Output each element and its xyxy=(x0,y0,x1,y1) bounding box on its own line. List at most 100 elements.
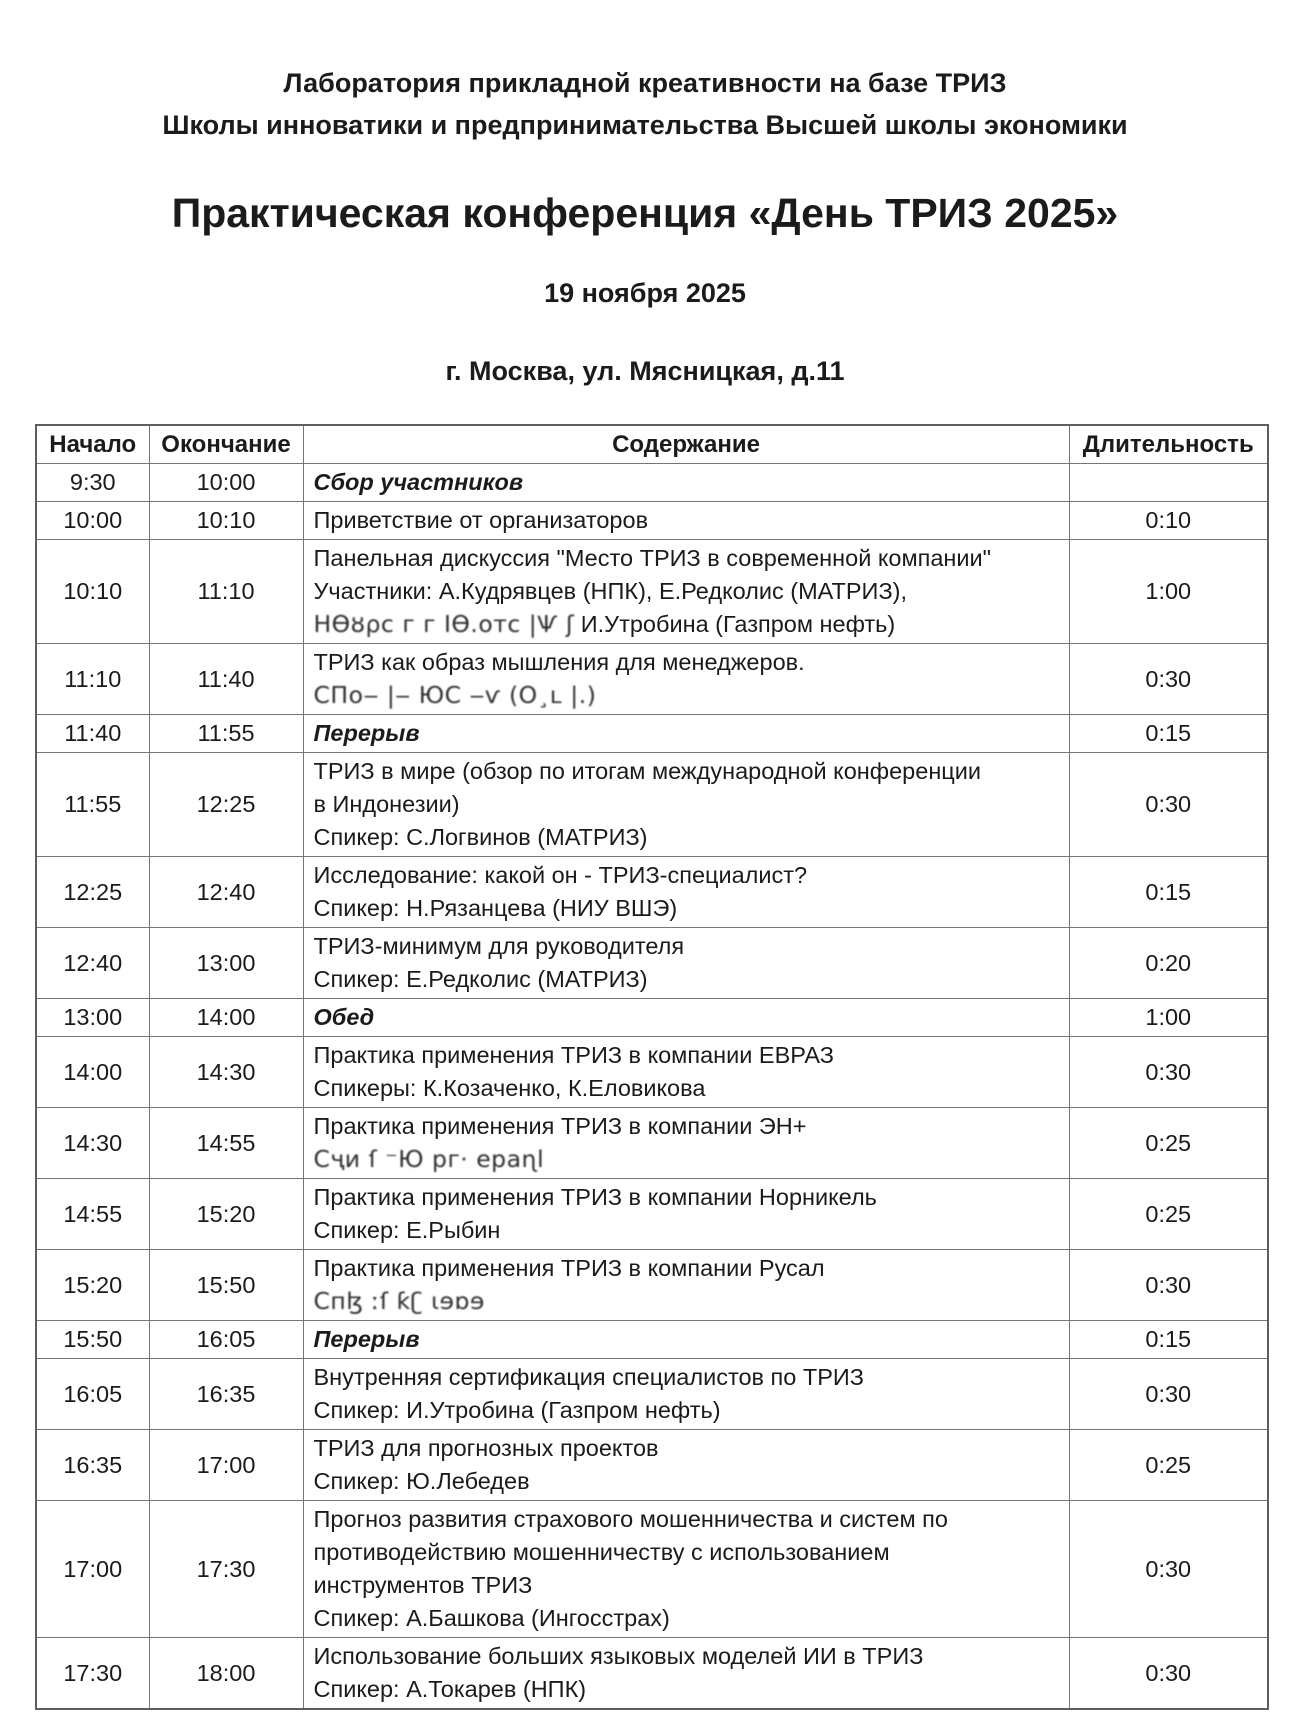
start-time-cell: 15:50 xyxy=(35,1320,150,1359)
start-time-cell: 15:20 xyxy=(35,1249,150,1321)
schedule-row: 14:30 14:55 Практика применения ТРИЗ в ком… xyxy=(35,1107,1269,1179)
schedule-row: 12:40 13:00 ТРИЗ-минимум для руководителя С… xyxy=(35,927,1269,999)
end-time-cell: 17:30 xyxy=(148,1500,304,1638)
content-line: ТРИЗ в мире (обзор по итогам международн… xyxy=(314,755,1059,788)
schedule-row: 15:50 16:05 Перерыв 0:15 xyxy=(35,1320,1269,1359)
content-text: Спикер: Ю.Лебедев xyxy=(313,1468,530,1494)
end-time-cell: 13:00 xyxy=(148,927,304,999)
content-cell: Прогноз развития страхового мошенничеств… xyxy=(302,1500,1070,1638)
duration-cell: 0:30 xyxy=(1068,752,1269,857)
duration-cell: 0:15 xyxy=(1068,856,1269,928)
content-cell: Перерыв xyxy=(302,1320,1070,1359)
content-text: Практика применения ТРИЗ в компании Руса… xyxy=(313,1255,825,1281)
duration-cell: 1:00 xyxy=(1068,539,1269,644)
content-cell: ТРИЗ в мире (обзор по итогам международн… xyxy=(302,752,1070,857)
content-cell: Приветствие от организаторов xyxy=(302,501,1070,540)
content-text: Приветствие от организаторов xyxy=(313,507,649,533)
garbled-text: НѲȣρс г г ІѲ.отс |Ѱ ʃ xyxy=(313,610,575,638)
content-line: Спикеры: К.Козаченко, К.Еловикова xyxy=(314,1072,1059,1105)
schedule-header-row: Начало Окончание Содержание Длительность xyxy=(35,424,1269,464)
content-text: Практика применения ТРИЗ в компании Норн… xyxy=(313,1184,877,1210)
duration-cell xyxy=(1068,463,1269,502)
schedule-row: 11:40 11:55 Перерыв 0:15 xyxy=(35,714,1269,753)
duration-cell: 0:30 xyxy=(1068,1500,1269,1638)
schedule-row: 16:35 17:00 ТРИЗ для прогнозных проектов Сп… xyxy=(35,1429,1269,1501)
duration-cell: 0:30 xyxy=(1068,1637,1269,1710)
content-cell: Сбор участников xyxy=(302,463,1070,502)
duration-cell: 0:30 xyxy=(1068,1036,1269,1108)
schedule-row: 14:00 14:30 Практика применения ТРИЗ в ком… xyxy=(35,1036,1269,1108)
content-line: СПо‒ |‒ ЮС ‒ѵ (О¸ʟ |.) xyxy=(314,679,1059,712)
end-time-cell: 12:25 xyxy=(148,752,304,857)
organization-line-2: Школы инноватики и предпринимательства В… xyxy=(162,110,1128,140)
content-cell: Практика применения ТРИЗ в компании ЭН+ С… xyxy=(302,1107,1070,1179)
organization-line-1: Лаборатория прикладной креативности на б… xyxy=(283,68,1007,98)
content-text: Спикер: Н.Рязанцева (НИУ ВШЭ) xyxy=(313,895,678,921)
content-line: ТРИЗ как образ мышления для менеджеров. xyxy=(314,646,1059,679)
content-line: Сҷи ſ ⁻Ю рг· ераɳl xyxy=(314,1143,1059,1176)
schedule-row: 14:55 15:20 Практика применения ТРИЗ в ком… xyxy=(35,1178,1269,1250)
content-text: Использование больших языковых моделей И… xyxy=(313,1643,924,1669)
content-text: Спикер: А.Башкова (Ингосстрах) xyxy=(313,1605,670,1631)
schedule-row: 9:30 10:00 Сбор участников xyxy=(35,463,1269,502)
schedule-row: 16:05 16:35 Внутренняя сертификация специа… xyxy=(35,1358,1269,1430)
content-text: Спикеры: К.Козаченко, К.Еловикова xyxy=(313,1075,706,1101)
content-line: НѲȣρс г г ІѲ.отс |Ѱ ʃ И.Утробина (Газпро… xyxy=(314,608,1059,641)
end-time-cell: 14:55 xyxy=(148,1107,304,1179)
content-text: Спикер: С.Логвинов (МАТРИЗ) xyxy=(313,824,648,850)
duration-cell: 1:00 xyxy=(1068,998,1269,1037)
end-time-cell: 16:05 xyxy=(148,1320,304,1359)
page-title: Практическая конференция «День ТРИЗ 2025… xyxy=(171,190,1119,236)
content-cell: ТРИЗ как образ мышления для менеджеров. С… xyxy=(302,643,1070,715)
duration-cell: 0:25 xyxy=(1068,1178,1269,1250)
content-line: Использование больших языковых моделей И… xyxy=(314,1640,1059,1673)
content-line: ТРИЗ-минимум для руководителя xyxy=(314,930,1059,963)
content-line: Спикер: Е.Редколис (МАТРИЗ) xyxy=(314,963,1059,996)
schedule-row: 12:25 12:40 Исследование: какой он - ТРИЗ-… xyxy=(35,856,1269,928)
content-line: Спикер: А.Башкова (Ингосстрах) xyxy=(314,1602,1059,1635)
content-line: инструментов ТРИЗ xyxy=(314,1569,1059,1602)
start-time-cell: 16:05 xyxy=(35,1358,150,1430)
content-line: Обед xyxy=(314,1001,1059,1034)
content-cell: Практика применения ТРИЗ в компании Руса… xyxy=(302,1249,1070,1321)
column-header-end: Окончание xyxy=(148,424,304,464)
end-time-cell: 10:10 xyxy=(148,501,304,540)
content-line: в Индонезии) xyxy=(314,788,1059,821)
event-label: Обед xyxy=(313,1004,375,1030)
duration-cell: 0:15 xyxy=(1068,1320,1269,1359)
content-text: И.Утробина (Газпром нефть) xyxy=(574,611,896,637)
duration-cell: 0:25 xyxy=(1068,1429,1269,1501)
content-line: Спикер: И.Утробина (Газпром нефть) xyxy=(314,1394,1059,1427)
start-time-cell: 10:10 xyxy=(35,539,150,644)
content-text: Спикер: А.Токарев (НПК) xyxy=(313,1676,587,1702)
duration-cell: 0:30 xyxy=(1068,643,1269,715)
content-cell: Использование больших языковых моделей И… xyxy=(302,1637,1070,1710)
end-time-cell: 11:55 xyxy=(148,714,304,753)
duration-cell: 0:10 xyxy=(1068,501,1269,540)
start-time-cell: 13:00 xyxy=(35,998,150,1037)
content-line: Панельная дискуссия "Место ТРИЗ в соврем… xyxy=(314,542,1059,575)
end-time-cell: 14:00 xyxy=(148,998,304,1037)
content-text: Внутренняя сертификация специалистов по … xyxy=(313,1364,864,1390)
content-cell: Практика применения ТРИЗ в компании Норн… xyxy=(302,1178,1070,1250)
content-line: Исследование: какой он - ТРИЗ-специалист… xyxy=(314,859,1059,892)
schedule-body: 9:30 10:00 Сбор участников 10:00 10:10 Привет… xyxy=(35,463,1269,1710)
end-time-cell: 16:35 xyxy=(148,1358,304,1430)
content-line: Внутренняя сертификация специалистов по … xyxy=(314,1361,1059,1394)
content-text: Исследование: какой он - ТРИЗ-специалист… xyxy=(313,862,808,888)
event-address: г. Москва, ул. Мясницкая, д.11 xyxy=(445,356,845,386)
content-text: Прогноз развития страхового мошенничеств… xyxy=(313,1506,948,1532)
content-text: Участники: А.Кудрявцев (НПК), Е.Редколис… xyxy=(313,578,908,604)
start-time-cell: 17:30 xyxy=(35,1637,150,1710)
content-text: Спикер: Е.Рыбин xyxy=(313,1217,501,1243)
schedule-row: 17:00 17:30 Прогноз развития страхового мо… xyxy=(35,1500,1269,1638)
duration-cell: 0:15 xyxy=(1068,714,1269,753)
content-line: Спикер: А.Токарев (НПК) xyxy=(314,1673,1059,1706)
content-text: Практика применения ТРИЗ в компании ЕВРА… xyxy=(313,1042,834,1068)
start-time-cell: 17:00 xyxy=(35,1500,150,1638)
content-line: Практика применения ТРИЗ в компании Норн… xyxy=(314,1181,1059,1214)
content-line: Перерыв xyxy=(314,1323,1059,1356)
end-time-cell: 15:20 xyxy=(148,1178,304,1250)
duration-cell: 0:30 xyxy=(1068,1358,1269,1430)
